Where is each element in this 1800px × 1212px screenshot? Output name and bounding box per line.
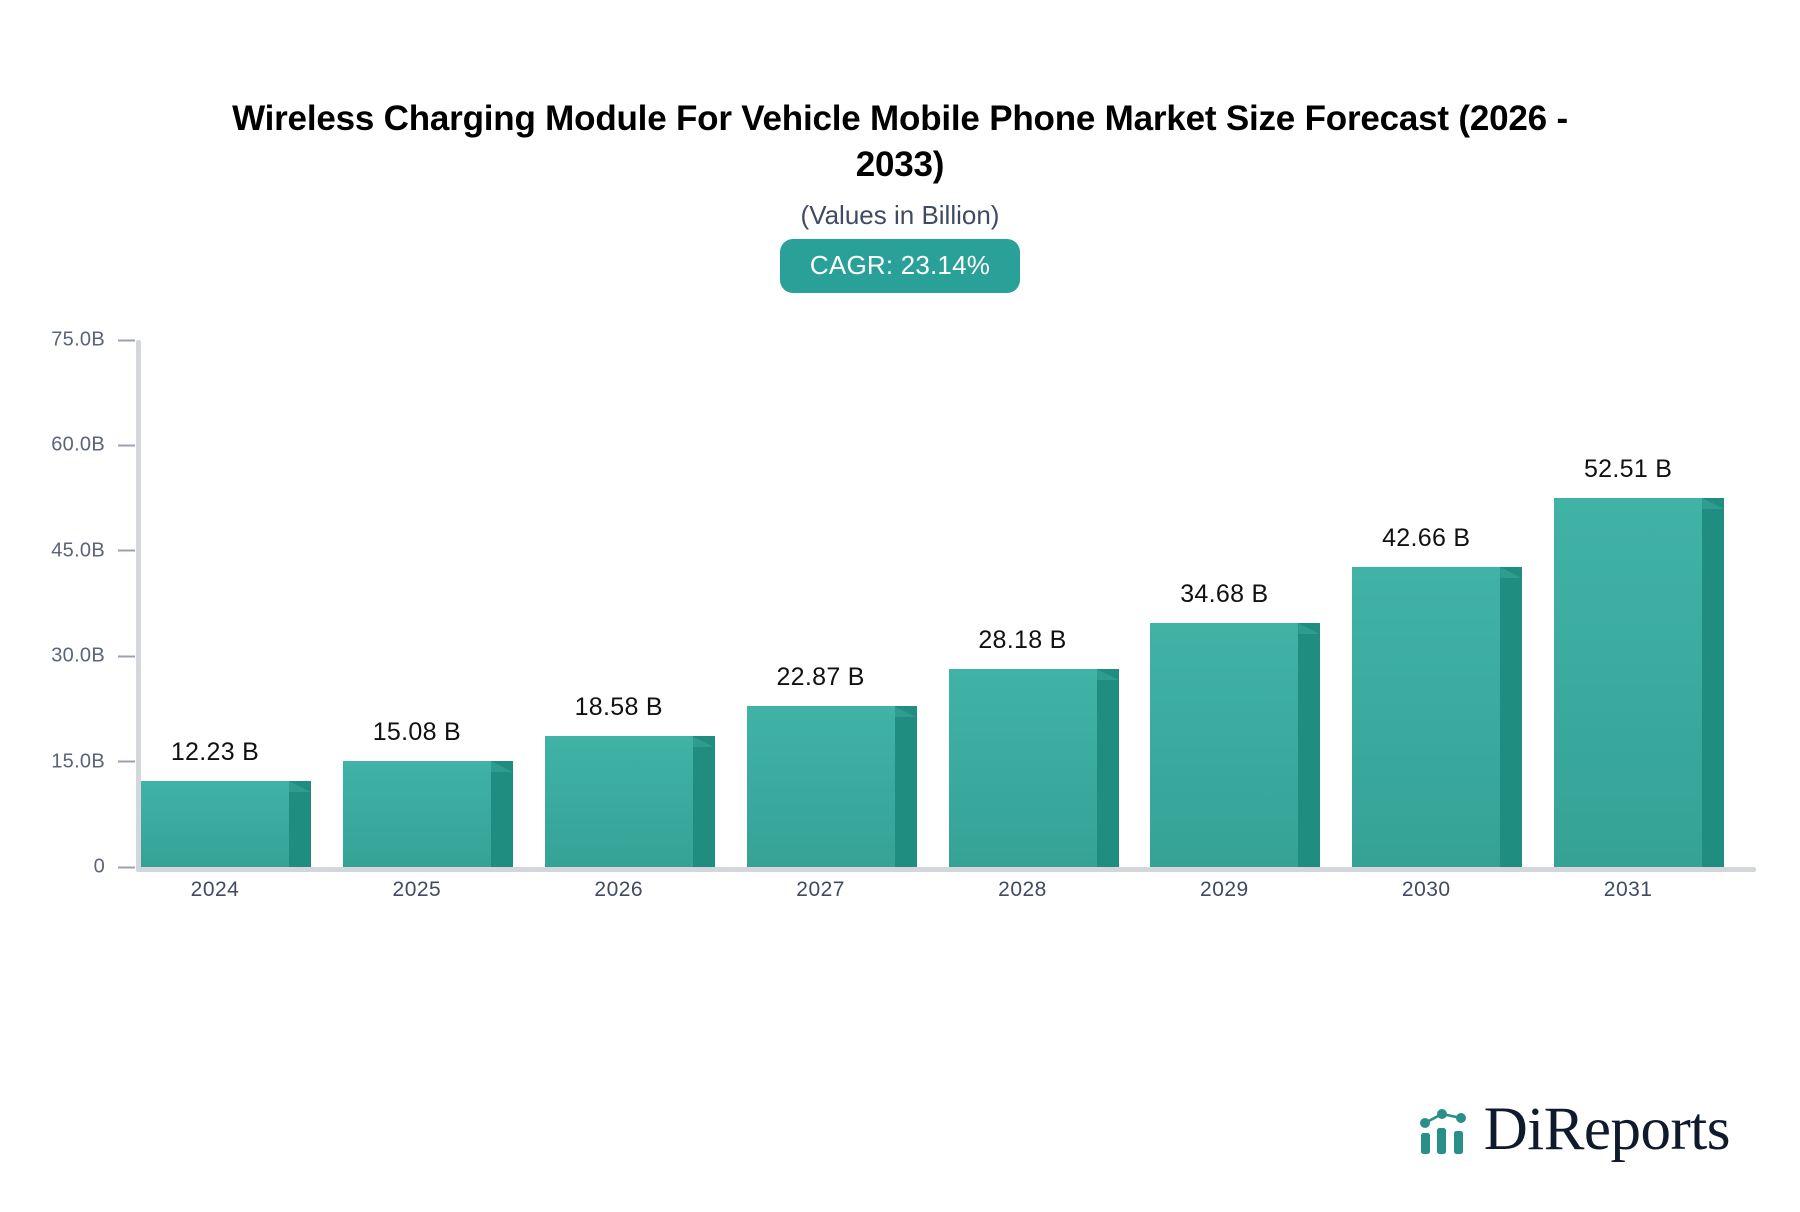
bar-value-label: 12.23 B [170, 738, 260, 767]
x-axis-tick-label: 2027 [796, 878, 845, 901]
logo-text: DiReports [1483, 1096, 1731, 1163]
bar-top-bevel-3d [289, 781, 311, 793]
bar-face [342, 761, 491, 867]
y-axis-tick-mark [118, 655, 135, 658]
bar[interactable]: 12.23 B [141, 738, 311, 867]
bar-slot: 18.58 B [544, 340, 747, 867]
bar-value-label: 22.87 B [776, 663, 865, 692]
chart-subtitle: (Values in Billion) [800, 200, 1000, 231]
bar[interactable]: 15.08 B [342, 718, 513, 867]
chart-header: Wireless Charging Module For Vehicle Mob… [0, 96, 1800, 294]
bar[interactable]: 18.58 B [544, 693, 715, 867]
bar-slot: 22.87 B [746, 340, 949, 867]
bar[interactable]: 34.68 B [1150, 580, 1321, 867]
x-axis-tick-label: 2025 [392, 878, 442, 901]
bar-side-3d [692, 736, 715, 867]
y-axis-tick: 75.0B [51, 329, 135, 352]
bar-slot: 12.23 B [141, 340, 343, 867]
bar-slot: 15.08 B [342, 340, 545, 867]
y-axis-tick: 45.0B [51, 539, 135, 562]
y-axis-tick: 0 [94, 856, 135, 879]
x-axis-tick-label: 2024 [190, 878, 240, 901]
x-axis-tick-label: 2029 [1200, 878, 1249, 901]
bar-slot: 52.51 B [1554, 340, 1756, 867]
bar-face [1352, 567, 1501, 867]
bar[interactable]: 28.18 B [948, 626, 1119, 867]
y-axis-tick-mark [118, 444, 135, 447]
direports-logo: DiReports [1418, 1096, 1731, 1163]
bar-face [1554, 498, 1703, 867]
x-axis-tick: 2027 [747, 878, 949, 902]
bar-side-3d [894, 706, 917, 867]
x-axis-tick-label: 2031 [1603, 878, 1653, 901]
y-axis-tick: 30.0B [51, 645, 135, 668]
bar-slot: 28.18 B [948, 340, 1151, 867]
cagr-badge-wrap: CAGR: 23.14% [0, 239, 1800, 294]
bar-chart-icon [1419, 1108, 1466, 1154]
y-axis-tick: 15.0B [51, 750, 135, 773]
bar-face [948, 669, 1097, 867]
bar-top-bevel-3d [1298, 623, 1321, 635]
bar-value-label: 28.18 B [978, 626, 1067, 654]
x-axis-tick: 2028 [949, 878, 1151, 902]
status-badge: CAGR: 23.14% [779, 239, 1021, 294]
bar[interactable]: 52.51 B [1554, 455, 1725, 867]
bar-top-bevel-3d [490, 761, 513, 773]
bar-side-3d [490, 761, 513, 867]
bar[interactable]: 22.87 B [746, 663, 917, 867]
bar[interactable]: 42.66 B [1352, 524, 1523, 867]
bar-top-bevel-3d [1702, 498, 1725, 510]
bar-side-3d [1702, 498, 1725, 867]
bar-top-bevel-3d [692, 736, 715, 748]
bar-side-3d [1096, 669, 1119, 867]
x-axis-tick: 2026 [545, 878, 747, 902]
y-axis-tick-mark [118, 866, 135, 868]
y-axis-tick-label: 75.0B [51, 328, 105, 351]
bar-top-bevel-3d [1096, 669, 1119, 680]
bar-series: 12.23 B 15.08 B 18.58 B 22.87 B 28.18 B 34.68… [141, 340, 1756, 867]
page-title: Wireless Charging Module For Vehicle Mob… [232, 99, 1568, 185]
x-axis-tick: 2029 [1150, 878, 1352, 902]
bar-top-bevel-3d [1500, 567, 1523, 579]
x-axis-tick-label: 2028 [998, 878, 1047, 901]
bar-face [1150, 623, 1299, 867]
bar-value-label: 42.66 B [1382, 524, 1471, 553]
y-axis-tick-label: 45.0B [51, 539, 105, 562]
y-axis-tick: 60.0B [51, 434, 135, 457]
y-axis-tick-label: 0 [93, 855, 105, 878]
y-axis-tick-mark [118, 339, 135, 341]
y-axis-tick-label: 30.0B [51, 644, 105, 667]
y-axis-tick-mark [118, 760, 135, 763]
y-axis: 0 15.0B 30.0B 45.0B 60.0B 75.0B [0, 329, 135, 878]
bar-slot: 34.68 B [1150, 340, 1352, 867]
x-axis-tick-label: 2030 [1401, 878, 1451, 901]
x-axis-tick: 2030 [1352, 878, 1554, 902]
bar-value-label: 18.58 B [574, 693, 663, 722]
bar-value-label: 15.08 B [372, 718, 462, 747]
x-axis-tick: 2025 [343, 878, 545, 902]
bar-top-bevel-3d [894, 706, 917, 718]
bar-side-3d [1500, 567, 1523, 867]
y-axis-tick-label: 60.0B [51, 433, 105, 456]
plot-area: 0 15.0B 30.0B 45.0B 60.0B 75.0B 12.23 B 15.08 … [0, 329, 1800, 878]
bar-face [544, 736, 693, 867]
bar-side-3d [1298, 623, 1321, 867]
bar-value-label: 34.68 B [1180, 580, 1269, 609]
x-axis-tick: 2024 [141, 878, 343, 902]
bar-side-3d [289, 781, 311, 867]
y-axis-tick-mark [118, 549, 135, 552]
bar-face [141, 781, 289, 867]
x-axis-tick-label: 2026 [594, 878, 644, 901]
y-axis-tick-label: 15.0B [51, 750, 105, 773]
bar-slot: 42.66 B [1352, 340, 1554, 867]
x-axis-line [136, 867, 1756, 872]
x-axis: 2024 2025 2026 2027 2028 2029 2030 2031 [141, 878, 1756, 902]
y-axis-line [136, 340, 141, 870]
bar-face [746, 706, 895, 867]
bar-value-label: 52.51 B [1583, 455, 1673, 484]
x-axis-tick: 2031 [1554, 878, 1756, 902]
